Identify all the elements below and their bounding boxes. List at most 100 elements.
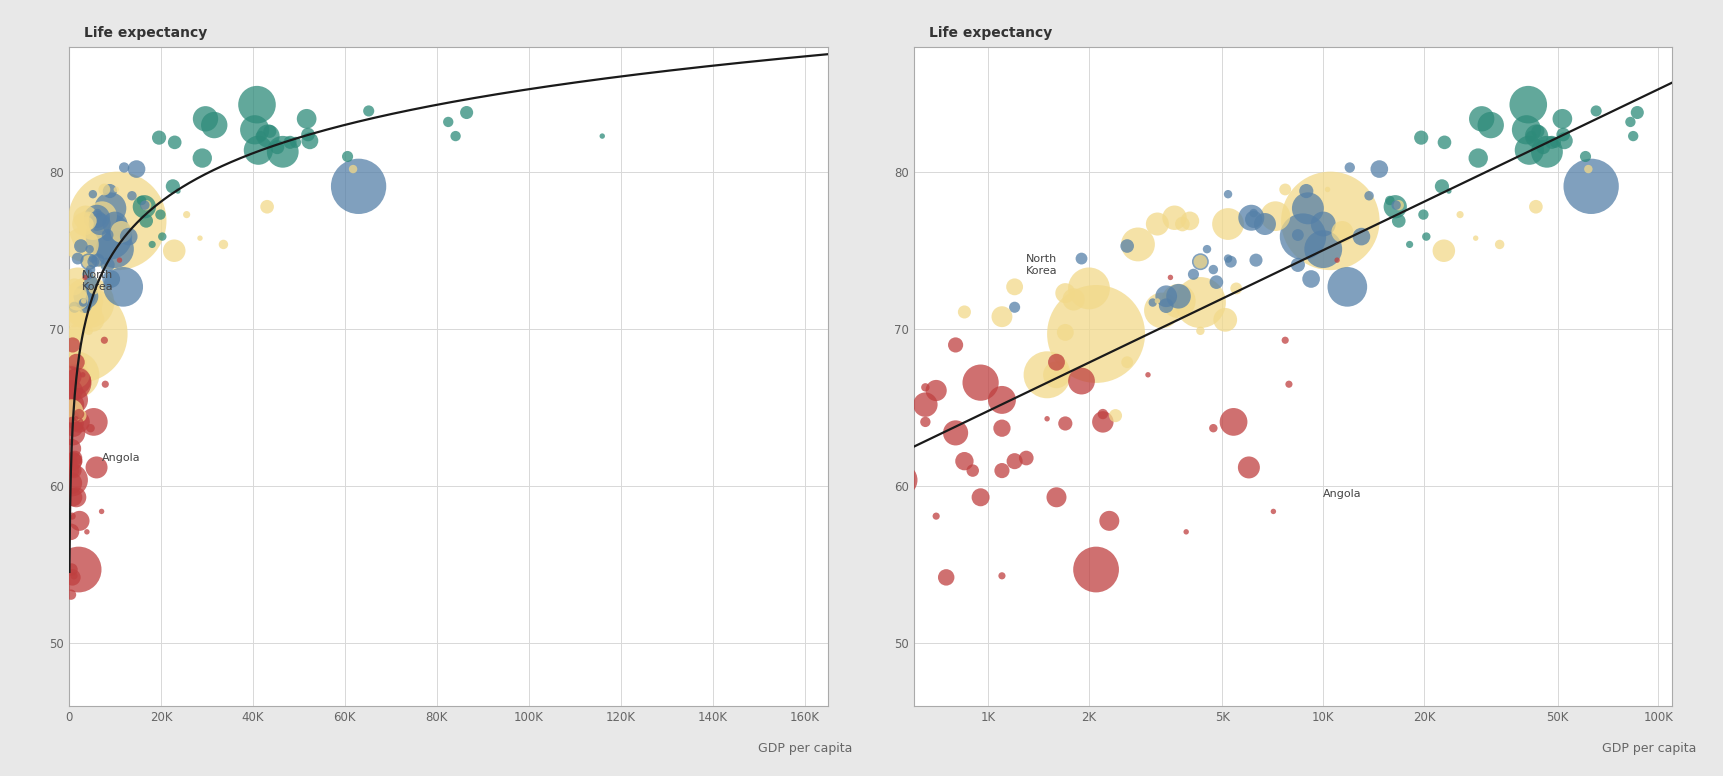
Point [64,375,91,387]
Point [1113,356,1141,369]
Point [588,130,615,142]
Point [62,369,90,381]
Point [78,263,105,275]
Point [1270,183,1297,196]
Point [1123,238,1151,251]
Point [1309,218,1337,230]
Point [69,296,96,309]
Point [1213,188,1241,200]
Point [269,146,296,158]
Point [441,130,469,142]
Point [65,416,93,428]
Point [1185,255,1213,268]
Point [1239,213,1266,226]
Point [59,381,86,393]
Point [1001,301,1029,314]
Point [1042,369,1070,381]
Point [1032,413,1060,425]
Point [200,119,227,131]
Point [1382,199,1409,211]
Point [264,141,291,154]
Point [65,408,93,421]
Point [1251,218,1278,230]
Point [98,273,126,286]
Point [59,510,86,522]
Point [1427,180,1454,192]
Point [355,105,383,117]
Point [64,287,91,300]
Point [64,282,91,295]
Point [133,199,160,211]
Point [186,232,214,244]
Point [72,525,100,538]
Point [967,491,994,504]
Point [57,474,84,487]
Point [59,427,86,439]
Point [887,474,915,487]
Point [57,442,84,455]
Point [1165,290,1192,303]
Point [1516,130,1544,142]
Point [119,189,146,202]
Point [67,238,95,251]
Point [83,461,110,473]
Point [293,113,320,125]
Point [987,393,1015,406]
Point [146,209,174,221]
Point [1067,252,1094,265]
Point [128,194,155,206]
Point [148,230,176,243]
Point [1156,271,1184,283]
Point [62,369,90,381]
Point [59,416,86,428]
Point [172,209,200,221]
Point [1384,215,1411,227]
Point [1082,327,1110,340]
Point [210,238,238,251]
Point [949,306,977,318]
Point [1485,238,1513,251]
Point [958,464,986,476]
Point [59,384,86,397]
Point [1203,276,1230,289]
Point [1089,416,1117,428]
Point [1172,525,1199,538]
Point [96,202,124,214]
Point [1461,232,1489,244]
Point [1334,281,1361,293]
Point [1216,255,1244,268]
Text: Angola: Angola [1323,489,1361,499]
Point [1409,209,1437,221]
Point [1160,212,1187,224]
Point [339,163,367,175]
Point [777,455,805,467]
Point [102,243,129,255]
Point [874,477,901,490]
Point [1549,128,1577,140]
Point [59,455,86,467]
Point [71,271,98,283]
Point [188,152,215,165]
Point [60,455,88,467]
Point [145,131,172,144]
Point [71,290,98,303]
Point [1185,255,1213,268]
Point [911,416,939,428]
Point [1213,218,1241,230]
Point [57,477,84,490]
Point [79,218,107,230]
Point [1289,230,1316,243]
Point [987,464,1015,476]
Point [911,381,939,393]
Point [60,393,88,406]
Point [191,113,219,125]
Point [60,376,88,389]
Point [1316,215,1344,227]
Point [131,200,159,213]
Point [1292,185,1320,197]
Point [93,229,121,241]
Point [295,128,322,140]
Point [987,570,1015,582]
Point [59,306,86,318]
Point [453,106,481,119]
